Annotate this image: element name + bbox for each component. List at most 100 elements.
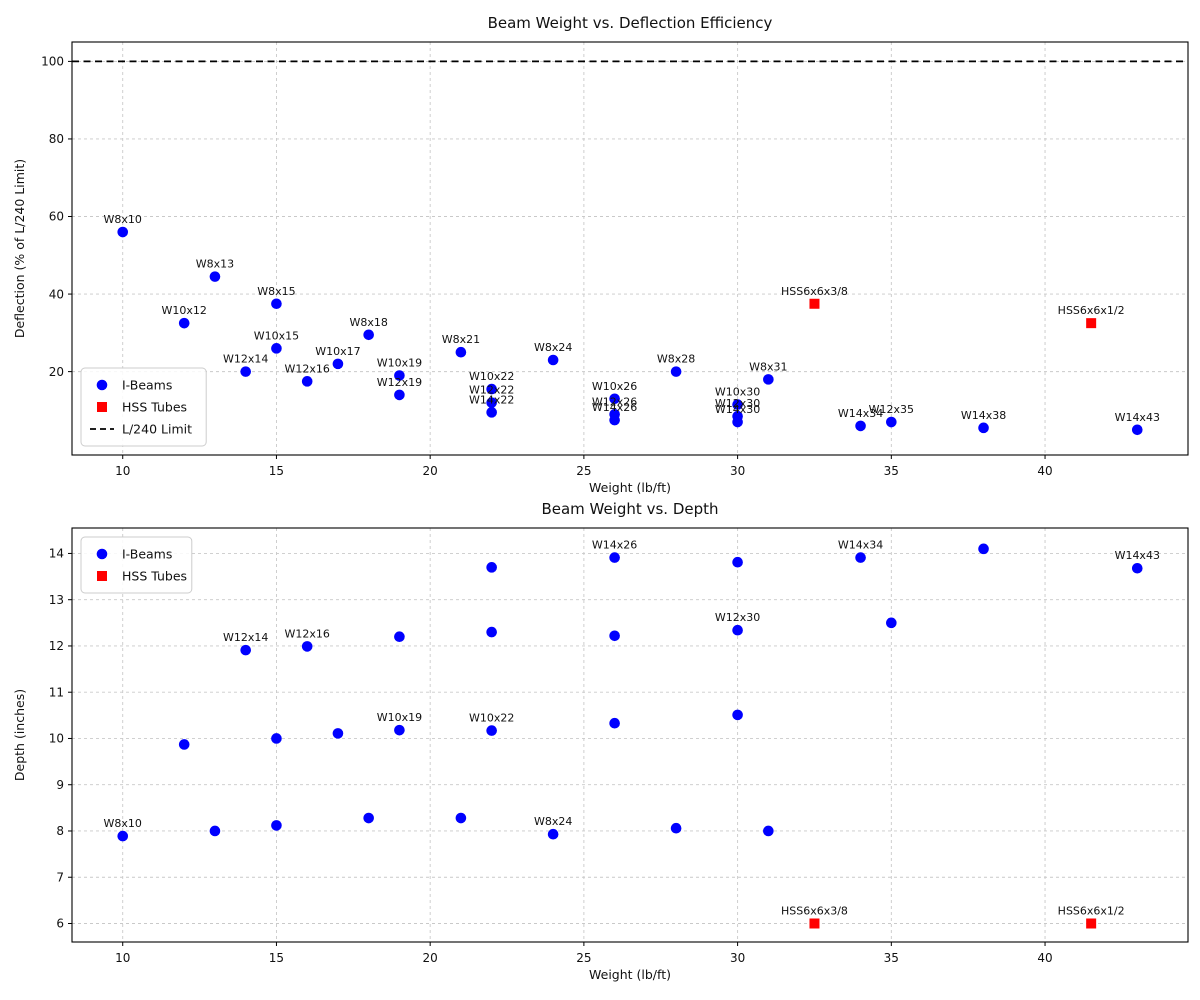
y-tick-label: 6 <box>56 917 64 931</box>
data-point-W12x22 <box>486 397 497 408</box>
data-point-W8x13 <box>209 271 221 282</box>
x-tick-label: 25 <box>576 951 591 965</box>
data-point-W8x21 <box>455 812 467 824</box>
data-point-W8x18 <box>363 812 374 824</box>
deflection-chart-container: W8x10 W10x12 W8x13 W12x14 W8x15 W10x15 W12x16 W… <box>12 14 1189 495</box>
point-label: W12x16 <box>284 362 329 375</box>
chart-title: Beam Weight vs. Deflection Efficiency <box>488 14 773 32</box>
x-tick-label: 30 <box>730 951 745 965</box>
data-point-W8x13 <box>209 825 221 837</box>
data-point-W8x18 <box>363 329 374 341</box>
data-point-W14x38 <box>978 543 989 555</box>
data-point-W10x12 <box>178 739 190 750</box>
point-label: W14x26 <box>592 539 637 552</box>
depth-chart: W8x10 W12x14 W12x16 W10x19 W10x22 W8x24 W14x26… <box>12 500 1189 982</box>
legend-marker-square <box>97 571 107 581</box>
data-point-W12x19 <box>394 631 405 643</box>
point-label: W8x10 <box>104 213 142 226</box>
point-label: W14x30 <box>715 403 760 416</box>
data-point-W12x16 <box>301 376 313 387</box>
data-point-W10x30 <box>732 399 743 410</box>
x-tick-label: 10 <box>115 951 130 965</box>
legend-box <box>80 367 207 447</box>
data-point-W12x14 <box>240 366 252 377</box>
y-tick-label: 7 <box>56 870 64 884</box>
data-point-W14x34 <box>855 420 866 432</box>
point-label: W8x13 <box>196 258 234 271</box>
data-point-W10x30 <box>732 709 743 721</box>
point-label: W10x19 <box>377 711 422 724</box>
point-label: W14x43 <box>1115 549 1160 562</box>
plot-border <box>71 527 1189 943</box>
data-point-HSS6x6x3/8 <box>809 918 820 929</box>
data-point-W8x28 <box>670 822 682 834</box>
data-point-W10x22 <box>486 383 497 395</box>
y-tick-label: 20 <box>49 365 64 379</box>
legend-label: HSS Tubes <box>122 399 187 414</box>
data-point-HSS6x6x1/2 <box>1086 918 1097 929</box>
point-label: W10x19 <box>377 357 422 370</box>
y-tick-label: 12 <box>49 639 64 653</box>
y-tick-label: 60 <box>49 210 64 224</box>
y-tick-label: 100 <box>41 55 64 69</box>
point-label: HSS6x6x3/8 <box>781 904 848 917</box>
data-point-W10x15 <box>271 343 282 354</box>
point-label: HSS6x6x1/2 <box>1058 904 1125 917</box>
data-point-W8x21 <box>455 346 467 358</box>
legend-marker-circle <box>96 548 108 560</box>
point-label: W10x26 <box>592 380 637 393</box>
depth-chart-container: W8x10 W12x14 W12x16 W10x19 W10x22 W8x24 W14x26… <box>0 500 1200 1000</box>
data-point-W10x19 <box>394 724 405 736</box>
legend-label: L/240 Limit <box>122 421 192 436</box>
data-point-W14x43 <box>1131 424 1143 436</box>
point-label: W12x30 <box>715 611 760 624</box>
data-point-W12x30 <box>732 624 743 636</box>
data-point-W8x10 <box>117 830 129 842</box>
legend-box <box>80 536 193 594</box>
y-tick-label: 80 <box>49 132 64 146</box>
data-point-W14x43 <box>1131 562 1143 574</box>
data-point-W8x15 <box>271 820 282 831</box>
data-point-W10x22 <box>486 725 497 736</box>
point-label: W12x22 <box>469 384 514 397</box>
data-point-HSS6x6x3/8 <box>809 298 820 309</box>
x-tick-label: 35 <box>884 951 899 965</box>
data-point-HSS6x6x1/2 <box>1086 318 1097 329</box>
point-label: W12x26 <box>592 395 637 408</box>
point-label: W8x31 <box>749 360 787 373</box>
data-point-W12x16 <box>301 641 313 652</box>
data-point-W14x26 <box>609 414 620 426</box>
data-point-W14x22 <box>486 562 497 573</box>
data-point-W10x26 <box>609 393 620 405</box>
y-tick-label: 40 <box>49 287 64 301</box>
data-point-W10x12 <box>178 317 190 329</box>
data-point-W10x19 <box>394 370 405 381</box>
data-point-W12x19 <box>394 389 405 401</box>
point-label: W8x15 <box>257 285 295 298</box>
data-point-W14x22 <box>486 407 497 418</box>
x-tick-label: 10 <box>115 464 130 478</box>
x-tick-label: 20 <box>423 951 438 965</box>
data-point-W12x22 <box>486 626 497 638</box>
y-tick-label: 13 <box>49 593 64 607</box>
point-label: W14x34 <box>838 407 883 420</box>
x-tick-label: 25 <box>576 464 591 478</box>
y-tick-label: 8 <box>56 824 64 838</box>
point-label: W10x30 <box>715 386 760 399</box>
data-point-W8x28 <box>670 366 682 377</box>
point-label: W12x19 <box>377 376 422 389</box>
x-tick-label: 20 <box>423 464 438 478</box>
data-point-W12x26 <box>609 630 620 642</box>
point-label: W12x16 <box>284 627 329 640</box>
point-label: W10x17 <box>315 345 360 358</box>
point-label: W10x22 <box>469 370 514 383</box>
y-axis-label: Depth (inches) <box>12 689 27 781</box>
point-label: W8x18 <box>349 316 387 329</box>
point-label: W8x24 <box>534 341 572 354</box>
data-point-W8x31 <box>763 825 774 837</box>
x-axis-label: Weight (lb/ft) <box>589 967 671 982</box>
data-point-W14x34 <box>855 552 866 563</box>
legend-label: I-Beams <box>122 546 172 561</box>
point-label: W10x15 <box>254 329 299 342</box>
data-point-W8x24 <box>547 828 559 840</box>
